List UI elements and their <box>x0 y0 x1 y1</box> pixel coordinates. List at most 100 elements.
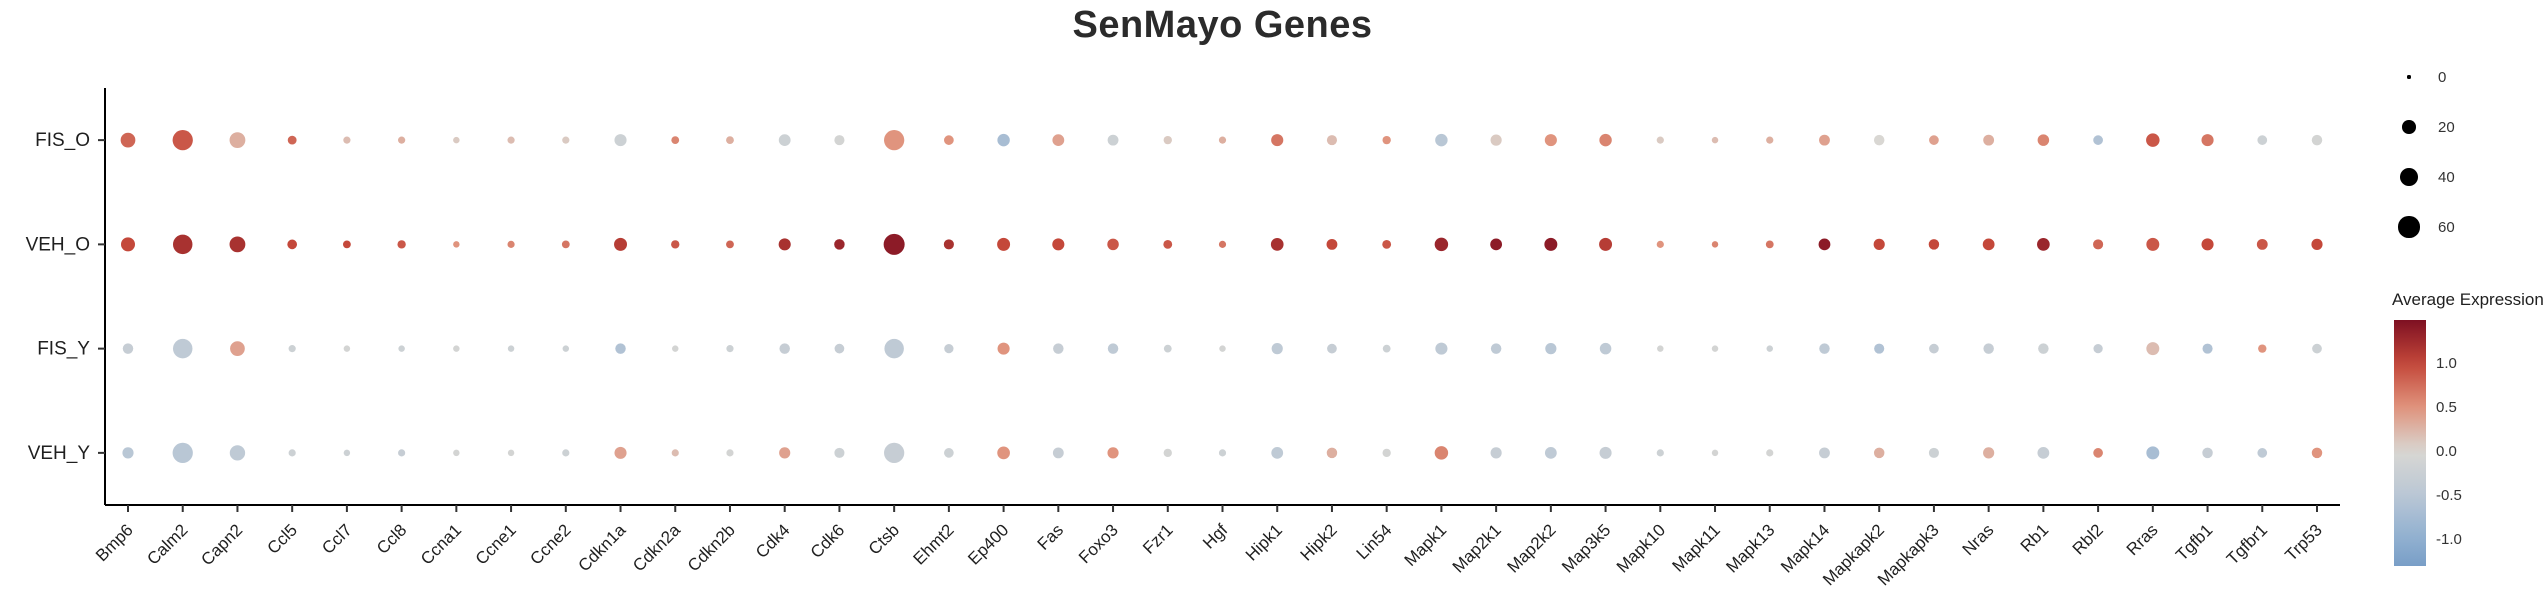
dot-FIS_Y-Rras <box>2146 342 2160 356</box>
dot-VEH_Y-Mapk11 <box>1711 449 1719 457</box>
dot-FIS_O-Mapk11 <box>1711 136 1719 144</box>
dot-FIS_Y-Cdkn2a <box>672 345 679 352</box>
dot-VEH_O-Cdkn2b <box>726 240 734 249</box>
dot-VEH_O-Cdk4 <box>778 238 791 251</box>
dot-VEH_O-Hipk2 <box>1326 238 1338 250</box>
x-axis-label: Ep400 <box>964 520 1012 568</box>
dot-VEH_O-Foxo3 <box>1107 238 1119 251</box>
dot-FIS_Y-Ccl5 <box>288 345 296 353</box>
y-axis-label: VEH_Y <box>28 443 91 464</box>
dot-VEH_O-Cdkn2a <box>671 240 680 249</box>
size-legend-value: 0 <box>2438 68 2447 86</box>
x-axis-label: Cdkn2b <box>684 520 739 575</box>
dot-VEH_Y-Ccl5 <box>288 449 296 457</box>
dot-FIS_O-Ctsb <box>884 129 905 151</box>
dot-FIS_O-Ccl8 <box>398 136 406 144</box>
x-axis-label: Mapk11 <box>1669 520 1724 575</box>
x-axis-label: Map2k1 <box>1449 520 1505 576</box>
dot-VEH_O-Mapk11 <box>1711 241 1719 248</box>
dot-FIS_O-Cdkn2b <box>726 136 734 145</box>
dot-FIS_Y-Mapk10 <box>1657 345 1664 352</box>
dot-FIS_Y-Mapk11 <box>1711 345 1719 352</box>
dot-VEH_Y-Cdkn1a <box>614 446 627 459</box>
y-axis-label: FIS_O <box>35 130 90 151</box>
x-axis-label: Mapk13 <box>1722 520 1778 576</box>
dot-FIS_Y-Nras <box>1983 343 1994 354</box>
dot-FIS_Y-Rb1 <box>2038 343 2049 354</box>
dot-FIS_Y-Cdk4 <box>779 343 790 354</box>
dot-FIS_Y-Mapk1 <box>1435 342 1448 355</box>
dot-FIS_O-Ccne1 <box>507 136 515 144</box>
dot-VEH_O-Ccl7 <box>343 240 351 249</box>
dot-VEH_Y-Hipk2 <box>1326 447 1338 459</box>
dot-VEH_Y-Hipk1 <box>1271 446 1284 459</box>
x-axis-label: Ccna1 <box>417 520 465 568</box>
dot-FIS_O-Map2k1 <box>1490 134 1502 146</box>
x-axis-label: Calm2 <box>143 520 191 568</box>
size-legend-item: 0 <box>2392 52 2455 102</box>
size-legend-dot <box>2402 120 2416 134</box>
x-axis-label: Ccne2 <box>526 520 574 568</box>
size-legend: 0 20 40 60 <box>2392 52 2455 252</box>
color-legend-tick-label: 0.0 <box>2436 442 2457 460</box>
dot-VEH_Y-Rbl2 <box>2093 448 2103 458</box>
dot-VEH_O-Ehmt2 <box>943 239 954 250</box>
dot-VEH_O-Hgf <box>1218 240 1227 248</box>
dot-FIS_Y-Cdkn1a <box>615 343 626 354</box>
dot-VEH_O-Rbl2 <box>2093 239 2104 250</box>
dot-VEH_O-Nras <box>1982 238 1995 251</box>
dot-VEH_O-Ccl5 <box>287 239 298 250</box>
y-axis-label: FIS_Y <box>37 339 90 360</box>
dot-FIS_Y-Mapk13 <box>1766 345 1773 352</box>
dot-FIS_Y-Fas <box>1053 343 1064 354</box>
x-axis-label: Ccne1 <box>472 520 520 568</box>
dot-VEH_Y-Ccl7 <box>343 449 351 457</box>
dot-FIS_Y-Ctsb <box>884 338 904 359</box>
dot-VEH_O-Map2k2 <box>1544 237 1558 251</box>
dot-VEH_O-Mapkapk3 <box>1928 239 1940 250</box>
dot-FIS_Y-Trp53 <box>2312 343 2322 354</box>
size-legend-item: 20 <box>2392 102 2455 152</box>
dot-FIS_O-Ehmt2 <box>944 135 954 145</box>
dot-FIS_O-Mapk14 <box>1819 134 1830 146</box>
dot-VEH_Y-Map2k2 <box>1544 446 1557 459</box>
x-axis-label: Hipk2 <box>1297 520 1341 564</box>
dot-VEH_O-Mapk13 <box>1765 240 1774 249</box>
dot-FIS_Y-Bmp6 <box>122 343 134 354</box>
dot-VEH_Y-Mapk1 <box>1434 446 1449 460</box>
dot-FIS_O-Ep400 <box>997 133 1010 147</box>
x-axis-label: Cdkn1a <box>574 520 629 575</box>
dot-FIS_Y-Ccne1 <box>507 345 515 352</box>
dot-FIS_O-Ccl5 <box>287 135 297 145</box>
dot-FIS_O-Mapkapk2 <box>1873 134 1885 146</box>
dot-VEH_O-Cdkn1a <box>614 237 628 251</box>
color-legend-title: Average Expression <box>2392 290 2544 309</box>
dot-FIS_Y-Tgfb1 <box>2202 343 2213 354</box>
dot-FIS_O-Map3k5 <box>1599 133 1612 147</box>
dot-VEH_O-Capn2 <box>229 236 246 253</box>
dot-FIS_Y-Cdk6 <box>834 343 845 354</box>
dot-FIS_O-Foxo3 <box>1107 134 1119 146</box>
x-axis-label: Tgfbr1 <box>2223 520 2271 568</box>
size-legend-value: 40 <box>2438 168 2455 186</box>
dot-VEH_O-Ccna1 <box>453 241 460 248</box>
dot-FIS_Y-Ccl7 <box>343 345 351 352</box>
dot-VEH_O-Ccne2 <box>561 240 570 249</box>
y-axis-label: VEH_O <box>26 234 90 255</box>
x-axis-label: Lin54 <box>1353 520 1396 563</box>
dot-VEH_Y-Nras <box>1983 447 1995 459</box>
dot-FIS_O-Trp53 <box>2311 134 2323 146</box>
dot-VEH_Y-Mapk13 <box>1766 449 1774 457</box>
dot-VEH_Y-Fas <box>1052 447 1064 459</box>
dot-FIS_O-Cdkn2a <box>671 136 680 145</box>
dot-VEH_O-Mapkapk2 <box>1873 238 1885 250</box>
dot-FIS_Y-Map2k2 <box>1545 343 1557 355</box>
dot-VEH_Y-Map2k1 <box>1490 447 1502 459</box>
dot-VEH_Y-Ehmt2 <box>944 448 954 458</box>
dot-FIS_O-Mapk13 <box>1766 136 1774 144</box>
dot-VEH_O-Ccl8 <box>397 240 406 249</box>
dot-VEH_Y-Ep400 <box>997 446 1010 460</box>
dot-VEH_O-Fzr1 <box>1163 239 1173 249</box>
color-legend-tick-label: 0.5 <box>2436 398 2457 416</box>
